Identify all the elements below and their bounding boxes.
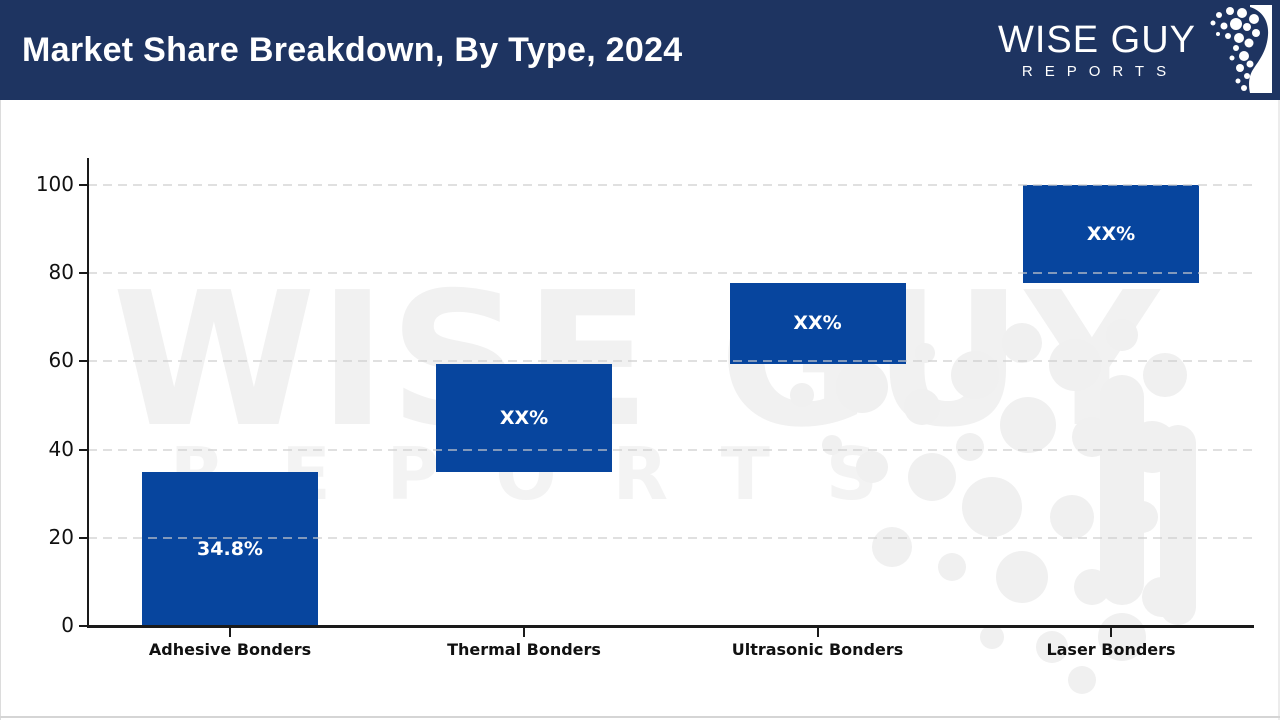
x-axis-line [87, 625, 1254, 628]
bar [729, 282, 906, 364]
bar-value-label: XX% [793, 312, 842, 335]
bar-value-label: XX% [499, 407, 549, 430]
bar [142, 472, 318, 626]
gridline [88, 360, 1253, 363]
bar-value-label: 34.8% [197, 538, 263, 561]
y-axis-tick [79, 536, 88, 539]
page-border-bottom [0, 716, 1280, 718]
x-category-label: Laser Bonders [1046, 640, 1176, 659]
page-border-left [0, 100, 1, 720]
y-axis-tick-label: 40 [48, 436, 74, 461]
y-axis-tick-label: 80 [48, 260, 74, 285]
gridline [88, 536, 1253, 539]
header-bar: Market Share Breakdown, By Type, 2024 WI… [0, 0, 1280, 100]
x-axis-tick [1110, 628, 1112, 637]
x-category-label: Ultrasonic Bonders [731, 640, 904, 659]
y-axis-tick-label: 60 [48, 348, 74, 373]
chart-title: Market Share Breakdown, By Type, 2024 [22, 30, 683, 69]
page-border-right [1278, 100, 1280, 720]
y-axis-tick [79, 625, 88, 627]
brand-logo-text: WISE GUY REPORTS [998, 21, 1196, 80]
x-axis-tick [523, 628, 525, 637]
brand-name: WISE GUY [997, 18, 1196, 61]
y-axis-tick-label: 20 [48, 524, 74, 549]
gridline [88, 272, 1253, 275]
y-axis-tick-label: 0 [61, 613, 74, 637]
x-axis-tick [816, 628, 819, 637]
brand-subtitle: REPORTS [1021, 62, 1179, 80]
gridline [88, 183, 1253, 186]
y-axis-line [87, 158, 89, 628]
bar [436, 363, 612, 473]
logo-face-icon [1210, 5, 1272, 93]
bar-value-label: XX% [1086, 222, 1136, 245]
y-axis-tick [79, 272, 88, 275]
y-axis-tick-label: 100 [35, 171, 74, 196]
bar [1023, 184, 1199, 283]
y-axis-tick [79, 448, 88, 451]
y-axis-tick [79, 183, 88, 186]
x-axis-tick [229, 628, 231, 637]
gridline [88, 448, 1253, 451]
x-category-label: Adhesive Bonders [148, 640, 312, 659]
x-category-label: Thermal Bonders [447, 640, 601, 659]
brand-logo: WISE GUY REPORTS [998, 5, 1272, 95]
y-axis-tick [79, 360, 88, 363]
chart-canvas: WISE GUY REPORTS 0 20 40 60 80 100 34.8% Adhesi… [0, 100, 1280, 720]
